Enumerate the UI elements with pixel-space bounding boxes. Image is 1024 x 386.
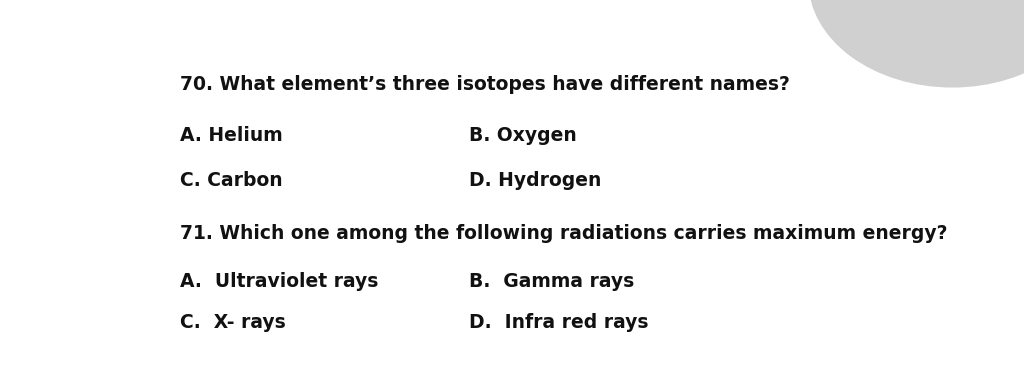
Text: B. Oxygen: B. Oxygen <box>469 126 577 145</box>
Text: D. Hydrogen: D. Hydrogen <box>469 171 602 190</box>
Ellipse shape <box>809 0 1024 87</box>
Text: 70. What element’s three isotopes have different names?: 70. What element’s three isotopes have d… <box>179 75 790 95</box>
Text: B.  Gamma rays: B. Gamma rays <box>469 272 635 291</box>
Text: 71. Which one among the following radiations carries maximum energy?: 71. Which one among the following radiat… <box>179 224 947 243</box>
Text: C.  X- rays: C. X- rays <box>179 313 286 332</box>
Text: A. Helium: A. Helium <box>179 126 283 145</box>
Text: A.  Ultraviolet rays: A. Ultraviolet rays <box>179 272 378 291</box>
Text: D.  Infra red rays: D. Infra red rays <box>469 313 649 332</box>
Text: C. Carbon: C. Carbon <box>179 171 283 190</box>
